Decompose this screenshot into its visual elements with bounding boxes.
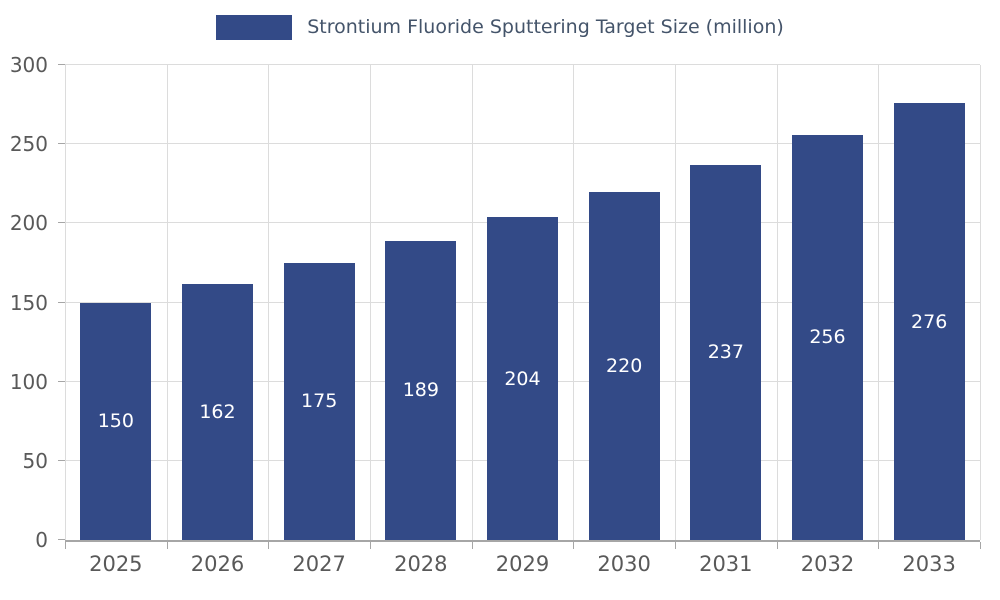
y-tick-mark: [58, 143, 65, 145]
x-tick-mark: [268, 542, 270, 549]
x-tick-mark: [878, 542, 880, 549]
y-tick-label: 100: [9, 369, 48, 394]
v-gridline: [471, 65, 473, 540]
legend: Strontium Fluoride Sputtering Target Siz…: [0, 12, 1000, 42]
plot-area: 150 162 175 189 204 220 237 256 276: [58, 64, 981, 549]
x-tick-label: 2029: [495, 552, 550, 576]
bar-2030: 220: [588, 191, 660, 540]
x-axis-labels: 2025 2026 2027 2028 2029 2030 2031 2032 2033: [65, 552, 980, 582]
x-tick-label: 2030: [597, 552, 651, 576]
y-tick-label: 0: [35, 528, 48, 552]
h-gridline: [65, 64, 980, 65]
y-tick-mark: [58, 539, 65, 540]
x-tick-mark: [65, 542, 66, 549]
x-tick-mark: [674, 542, 676, 549]
bar-value-label: 150: [97, 410, 134, 433]
y-axis-labels: 0 50 100 150 200 250 300: [0, 53, 58, 552]
x-tick-label: 2025: [89, 552, 143, 576]
v-gridline: [878, 65, 880, 540]
x-tick-label: 2026: [190, 552, 245, 576]
y-tick-label: 150: [9, 290, 48, 315]
v-gridline: [573, 65, 575, 540]
v-gridline: [980, 65, 981, 540]
bar-value-label: 220: [606, 354, 643, 377]
x-tick-mark: [980, 542, 981, 549]
bar-value-label: 175: [301, 390, 338, 413]
bar-value-label: 162: [199, 400, 236, 423]
bar-2031: 237: [690, 164, 762, 540]
y-tick-label: 200: [9, 211, 48, 236]
y-tick-mark: [58, 301, 65, 303]
bar-value-label: 237: [707, 341, 744, 364]
legend-swatch: [216, 14, 293, 40]
bar-2033: 276: [893, 103, 965, 540]
bar-2027: 175: [283, 262, 355, 540]
bar-value-label: 189: [402, 379, 439, 402]
x-tick-label: 2032: [800, 552, 855, 576]
x-tick-mark: [573, 542, 575, 549]
bar-value-label: 256: [809, 326, 846, 349]
v-gridline: [776, 65, 778, 540]
bar-value-label: 276: [911, 310, 948, 333]
legend-label: Strontium Fluoride Sputtering Target Siz…: [307, 16, 784, 38]
x-tick-mark: [166, 542, 168, 549]
y-tick-label: 50: [22, 448, 48, 473]
y-tick-mark: [58, 459, 65, 461]
h-gridline: [65, 143, 980, 145]
x-tick-label: 2027: [292, 552, 346, 576]
bar-2025: 150: [80, 302, 152, 540]
y-tick-mark: [58, 222, 65, 224]
x-tick-mark: [776, 542, 778, 549]
v-gridline: [166, 65, 168, 540]
bar-2032: 256: [791, 134, 864, 540]
x-tick-label: 2031: [699, 552, 753, 576]
v-gridline: [369, 65, 371, 540]
y-tick-label: 300: [9, 53, 48, 77]
bar-2026: 162: [181, 283, 254, 540]
x-tick-label: 2033: [902, 552, 956, 576]
bar-2029: 204: [486, 217, 559, 540]
v-gridline: [674, 65, 676, 540]
bar-2028: 189: [385, 240, 457, 540]
y-tick-label: 250: [9, 132, 48, 157]
x-tick-mark: [471, 542, 473, 549]
x-tick-mark: [369, 542, 371, 549]
y-tick-mark: [58, 380, 65, 382]
bar-value-label: 204: [504, 367, 541, 390]
v-gridline: [268, 65, 270, 540]
v-gridline: [65, 65, 66, 540]
x-tick-label: 2028: [394, 552, 448, 576]
y-tick-mark: [58, 64, 65, 65]
